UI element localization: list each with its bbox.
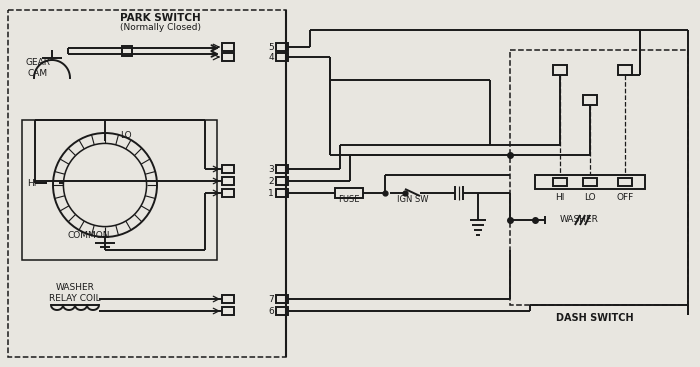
Bar [276,43,288,51]
Text: 5: 5 [268,43,274,51]
Text: LO: LO [584,193,596,203]
Bar [535,175,645,189]
Bar [98,131,112,141]
Text: (Normally Closed): (Normally Closed) [120,22,200,32]
Bar [222,43,234,51]
Text: DASH SWITCH: DASH SWITCH [556,313,634,323]
Bar [618,65,632,75]
Bar [222,307,234,315]
Text: HI: HI [27,178,37,188]
Bar [8,10,286,357]
Bar [510,50,688,305]
Bar [276,307,288,315]
Text: LO: LO [120,131,132,141]
Text: 1: 1 [268,189,274,197]
Bar [47,178,59,188]
Text: COMMON: COMMON [68,230,111,240]
Bar [276,295,288,303]
Text: WASHER
RELAY COIL: WASHER RELAY COIL [49,283,101,303]
Bar [553,178,567,186]
Bar [276,53,288,61]
Bar [276,189,288,197]
Bar [553,65,567,75]
Bar [222,295,234,303]
Text: IGN SW: IGN SW [398,196,428,204]
Bar [618,178,632,186]
Text: PARK SWITCH: PARK SWITCH [120,13,200,23]
Bar [222,53,234,61]
Text: 3: 3 [268,164,274,174]
Bar [276,177,288,185]
Text: GEAR
CAM: GEAR CAM [25,58,50,78]
Bar [222,165,234,173]
Text: 6: 6 [268,306,274,316]
Text: HI: HI [555,193,565,203]
Bar [222,189,234,197]
Bar [335,188,363,198]
Bar [122,46,132,56]
Bar [222,177,234,185]
Bar [276,165,288,173]
Text: FUSE: FUSE [338,196,360,204]
Text: WASHER: WASHER [560,215,599,225]
Text: OFF: OFF [617,193,634,203]
Text: 4: 4 [268,52,274,62]
Text: 2: 2 [268,177,274,185]
Text: 7: 7 [268,294,274,304]
Bar [583,95,597,105]
Bar [22,120,217,260]
Bar [583,178,597,186]
